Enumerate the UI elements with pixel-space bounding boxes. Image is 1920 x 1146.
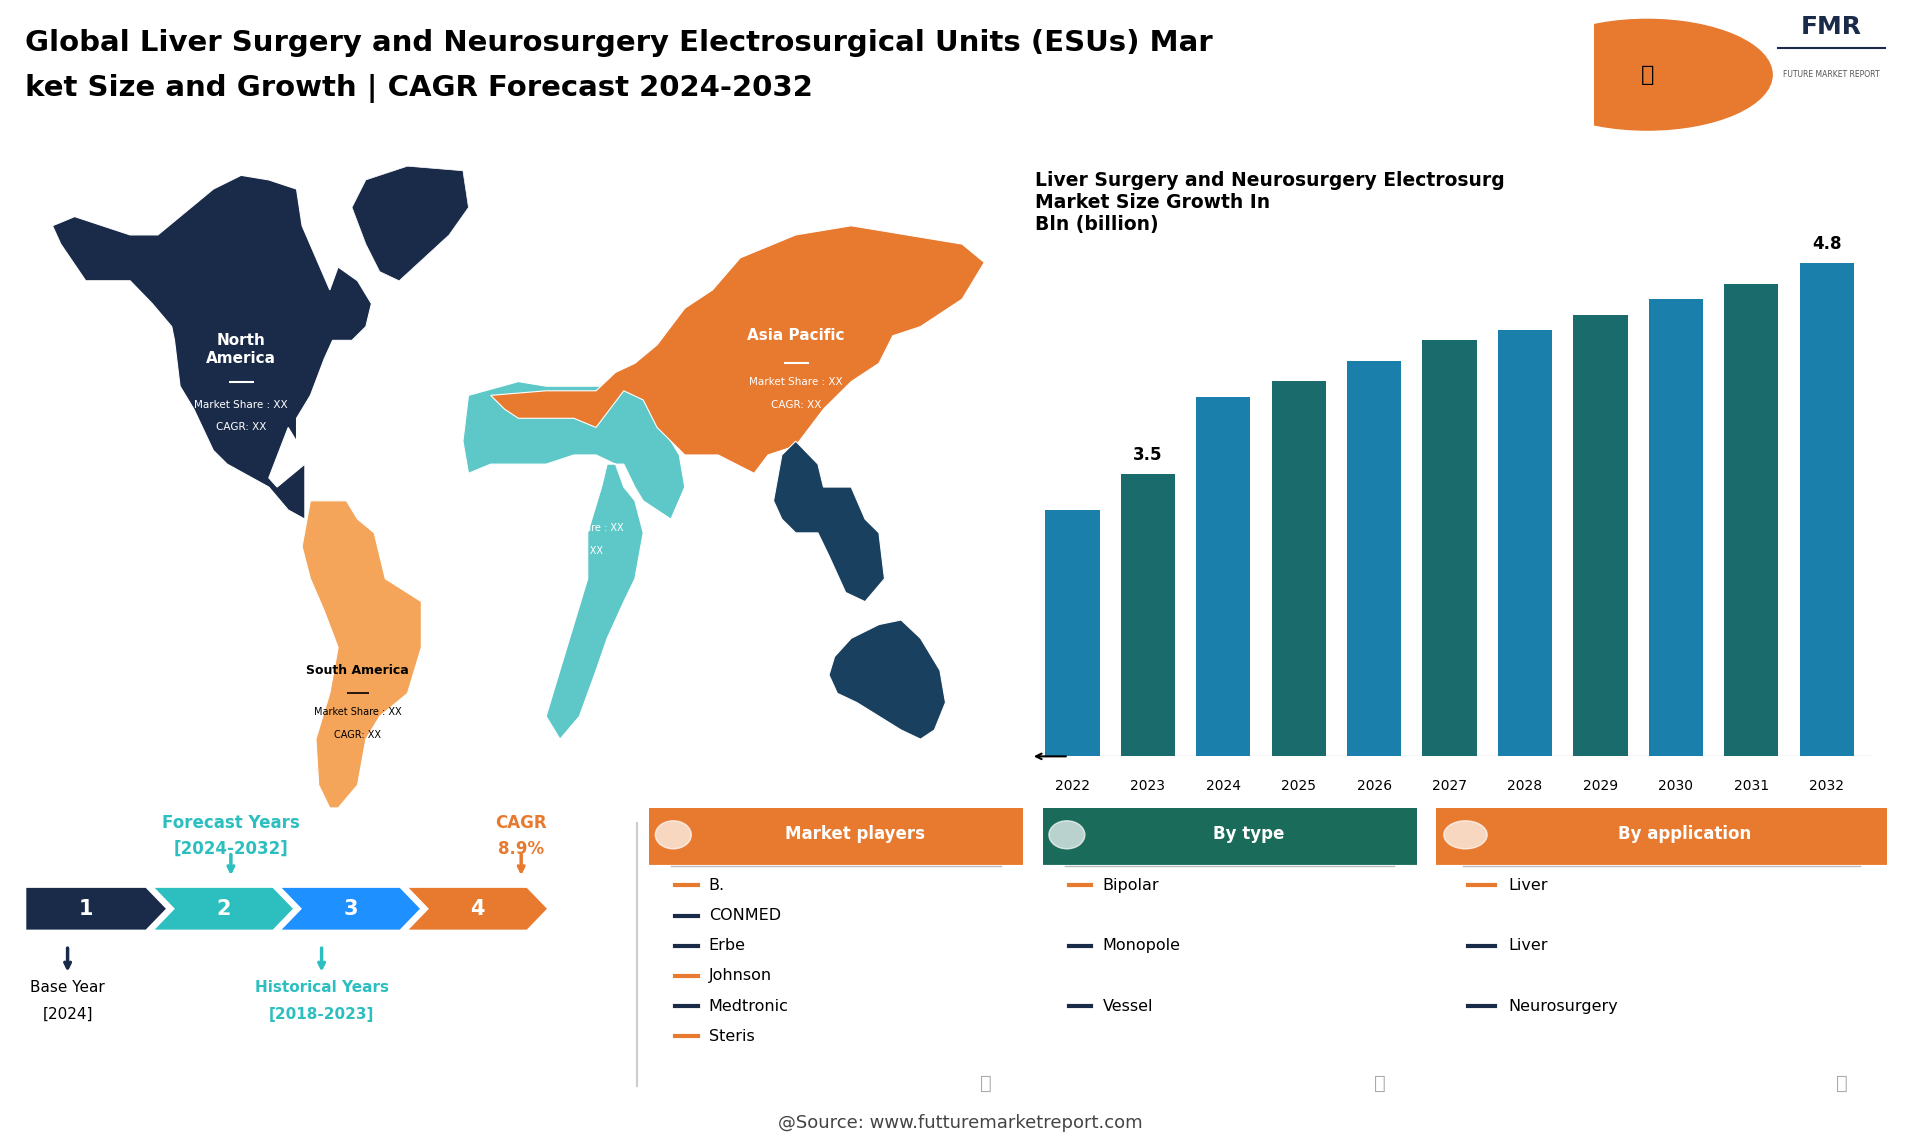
Text: Monopole: Monopole — [1102, 939, 1181, 953]
Bar — [1196, 397, 1250, 756]
Text: 2023: 2023 — [1131, 779, 1165, 793]
Text: ⌒: ⌒ — [1836, 1074, 1849, 1093]
Text: Historical Years: Historical Years — [255, 980, 388, 996]
Text: Neurosurgery: Neurosurgery — [1509, 998, 1619, 1014]
Text: 2026: 2026 — [1357, 779, 1392, 793]
Text: Global Liver Surgery and Neurosurgery Electrosurgical Units (ESUs) Mar: Global Liver Surgery and Neurosurgery El… — [25, 29, 1213, 56]
Polygon shape — [463, 382, 685, 739]
Text: 3.5: 3.5 — [1133, 446, 1164, 463]
Text: Liver: Liver — [1509, 878, 1548, 893]
Bar — [1799, 264, 1855, 756]
Text: 2027: 2027 — [1432, 779, 1467, 793]
FancyBboxPatch shape — [1035, 849, 1425, 1104]
Text: CAGR: XX: CAGR: XX — [215, 423, 267, 432]
FancyBboxPatch shape — [634, 804, 1039, 865]
FancyBboxPatch shape — [1427, 849, 1897, 1104]
Bar — [1423, 340, 1476, 756]
Text: Market Share : XX: Market Share : XX — [528, 331, 620, 340]
Text: North
America: North America — [205, 333, 276, 366]
Text: Steris: Steris — [708, 1029, 755, 1044]
Text: FUTURE MARKET REPORT: FUTURE MARKET REPORT — [1784, 70, 1880, 79]
Text: 2029: 2029 — [1582, 779, 1619, 793]
FancyBboxPatch shape — [1419, 804, 1905, 865]
FancyBboxPatch shape — [641, 849, 1031, 1104]
Text: CAGR: XX: CAGR: XX — [549, 354, 599, 363]
Text: Medtronic: Medtronic — [708, 998, 789, 1014]
Text: MEA: MEA — [563, 480, 597, 494]
Text: By type: By type — [1213, 825, 1284, 843]
Bar — [1724, 284, 1778, 756]
Text: Market Share : XX: Market Share : XX — [536, 524, 624, 533]
Bar — [1498, 330, 1551, 756]
Polygon shape — [25, 887, 167, 931]
Text: 8.9%: 8.9% — [497, 840, 543, 858]
Text: Market Share : XX: Market Share : XX — [194, 400, 288, 409]
Text: Market Share : XX: Market Share : XX — [749, 377, 843, 386]
Text: [2024]: [2024] — [42, 1006, 92, 1021]
Text: 2028: 2028 — [1507, 779, 1542, 793]
Text: ket Size and Growth | CAGR Forecast 2024-2032: ket Size and Growth | CAGR Forecast 2024… — [25, 74, 812, 103]
Text: 4.8: 4.8 — [1812, 235, 1841, 253]
Text: Base Year: Base Year — [31, 980, 106, 996]
Polygon shape — [278, 887, 420, 931]
Bar — [1572, 314, 1628, 756]
Polygon shape — [829, 620, 945, 739]
Circle shape — [1048, 821, 1085, 849]
Text: Erbe: Erbe — [708, 939, 745, 953]
Polygon shape — [152, 887, 294, 931]
Text: 🏃: 🏃 — [1640, 64, 1653, 85]
Polygon shape — [351, 166, 468, 281]
Circle shape — [1444, 821, 1488, 849]
Text: 2031: 2031 — [1734, 779, 1768, 793]
Text: CAGR: XX: CAGR: XX — [770, 400, 822, 409]
Text: South America: South America — [305, 664, 409, 677]
Polygon shape — [407, 887, 549, 931]
Text: 1: 1 — [79, 898, 92, 919]
Text: 2024: 2024 — [1206, 779, 1240, 793]
Text: By application: By application — [1619, 825, 1751, 843]
Circle shape — [1523, 19, 1772, 131]
Text: @Source: www.futturemarketreport.com: @Source: www.futturemarketreport.com — [778, 1114, 1142, 1132]
Bar — [1348, 361, 1402, 756]
Circle shape — [655, 821, 691, 849]
Text: CAGR: XX: CAGR: XX — [334, 730, 380, 739]
Text: Bipolar: Bipolar — [1102, 878, 1160, 893]
Text: 2032: 2032 — [1809, 779, 1845, 793]
Text: 2: 2 — [217, 898, 230, 919]
Text: CONMED: CONMED — [708, 908, 781, 923]
Bar — [1044, 510, 1100, 756]
Text: ⌒: ⌒ — [1373, 1074, 1386, 1093]
Polygon shape — [492, 226, 985, 473]
Text: Johnson: Johnson — [708, 968, 772, 983]
Text: Vessel: Vessel — [1102, 998, 1154, 1014]
Text: 2022: 2022 — [1054, 779, 1091, 793]
Bar — [1271, 382, 1327, 756]
Polygon shape — [52, 175, 371, 519]
Text: Asia Pacific: Asia Pacific — [747, 328, 845, 344]
Text: Market Share : XX: Market Share : XX — [313, 707, 401, 716]
Text: 4: 4 — [470, 898, 484, 919]
Text: 2030: 2030 — [1659, 779, 1693, 793]
Text: Forecast Years: Forecast Years — [161, 814, 300, 832]
Text: B.: B. — [708, 878, 726, 893]
Text: FMR: FMR — [1801, 15, 1862, 39]
Text: Liver: Liver — [1509, 939, 1548, 953]
Polygon shape — [301, 501, 420, 808]
Text: [2018-2023]: [2018-2023] — [269, 1006, 374, 1021]
FancyBboxPatch shape — [1027, 804, 1432, 865]
Text: Europe: Europe — [543, 282, 605, 298]
Text: CAGR: CAGR — [495, 814, 547, 832]
Bar — [1121, 473, 1175, 756]
Text: 2025: 2025 — [1281, 779, 1317, 793]
Text: Market players: Market players — [785, 825, 925, 843]
Text: 3: 3 — [344, 898, 357, 919]
Text: ⌒: ⌒ — [979, 1074, 993, 1093]
Text: [2024-2032]: [2024-2032] — [173, 840, 288, 858]
Bar — [1649, 299, 1703, 756]
Polygon shape — [774, 441, 885, 602]
Text: CAGR: XX: CAGR: XX — [557, 547, 603, 556]
Text: Liver Surgery and Neurosurgery Electrosurg
Market Size Growth In
Bln (billion): Liver Surgery and Neurosurgery Electrosu… — [1035, 171, 1505, 234]
